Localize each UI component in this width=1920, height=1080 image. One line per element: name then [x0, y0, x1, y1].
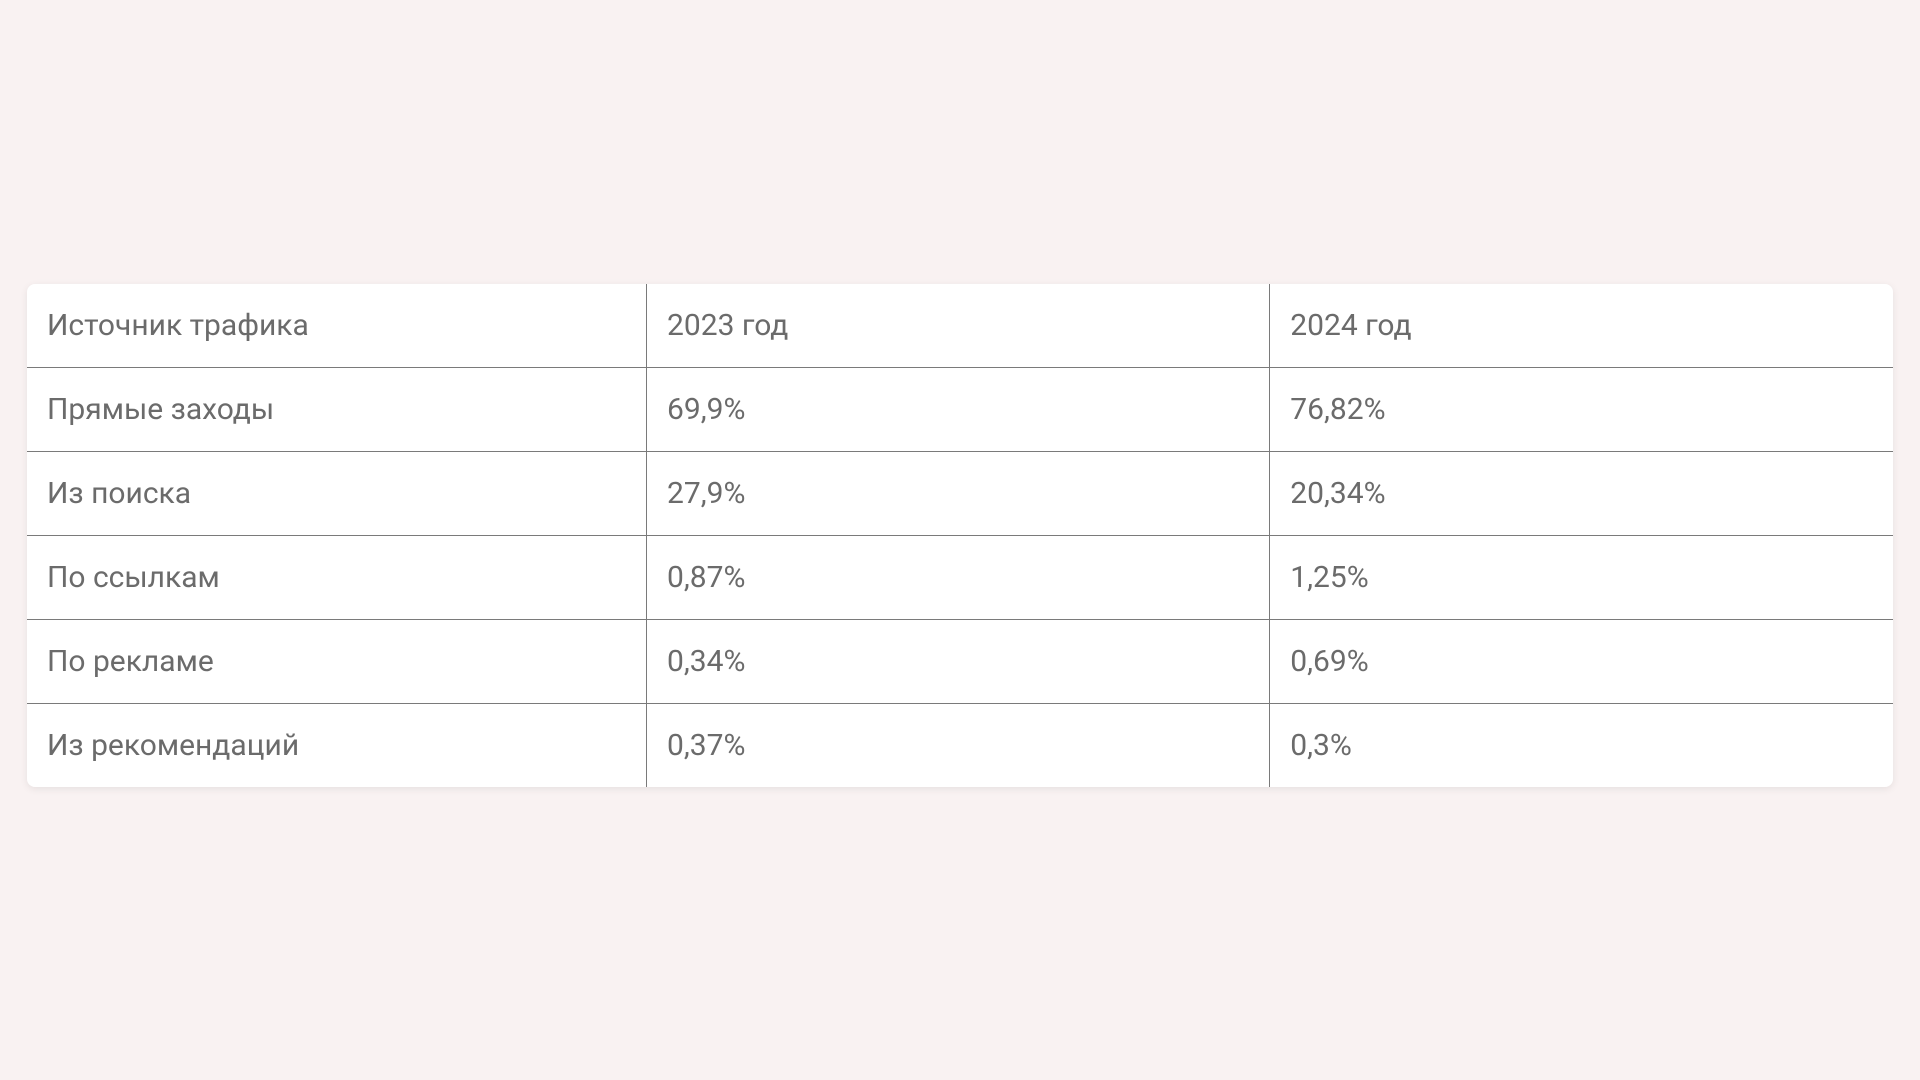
table-row: Из рекомендаций 0,37% 0,3%: [27, 703, 1893, 787]
cell-source: По ссылкам: [27, 535, 647, 619]
cell-2023: 0,34%: [647, 619, 1270, 703]
cell-2024: 20,34%: [1270, 451, 1893, 535]
cell-2023: 69,9%: [647, 367, 1270, 451]
table-row: Прямые заходы 69,9% 76,82%: [27, 367, 1893, 451]
column-header-2023: 2023 год: [647, 284, 1270, 368]
table-header-row: Источник трафика 2023 год 2024 год: [27, 284, 1893, 368]
column-header-source: Источник трафика: [27, 284, 647, 368]
table-row: Из поиска 27,9% 20,34%: [27, 451, 1893, 535]
traffic-sources-table-container: Источник трафика 2023 год 2024 год Прямы…: [27, 284, 1893, 787]
cell-2024: 0,3%: [1270, 703, 1893, 787]
cell-2024: 1,25%: [1270, 535, 1893, 619]
traffic-sources-table: Источник трафика 2023 год 2024 год Прямы…: [27, 284, 1893, 787]
cell-source: Из поиска: [27, 451, 647, 535]
column-header-2024: 2024 год: [1270, 284, 1893, 368]
cell-2024: 76,82%: [1270, 367, 1893, 451]
cell-2023: 0,37%: [647, 703, 1270, 787]
cell-source: Прямые заходы: [27, 367, 647, 451]
cell-source: По рекламе: [27, 619, 647, 703]
cell-source: Из рекомендаций: [27, 703, 647, 787]
table-row: По ссылкам 0,87% 1,25%: [27, 535, 1893, 619]
cell-2023: 0,87%: [647, 535, 1270, 619]
table-row: По рекламе 0,34% 0,69%: [27, 619, 1893, 703]
cell-2023: 27,9%: [647, 451, 1270, 535]
cell-2024: 0,69%: [1270, 619, 1893, 703]
